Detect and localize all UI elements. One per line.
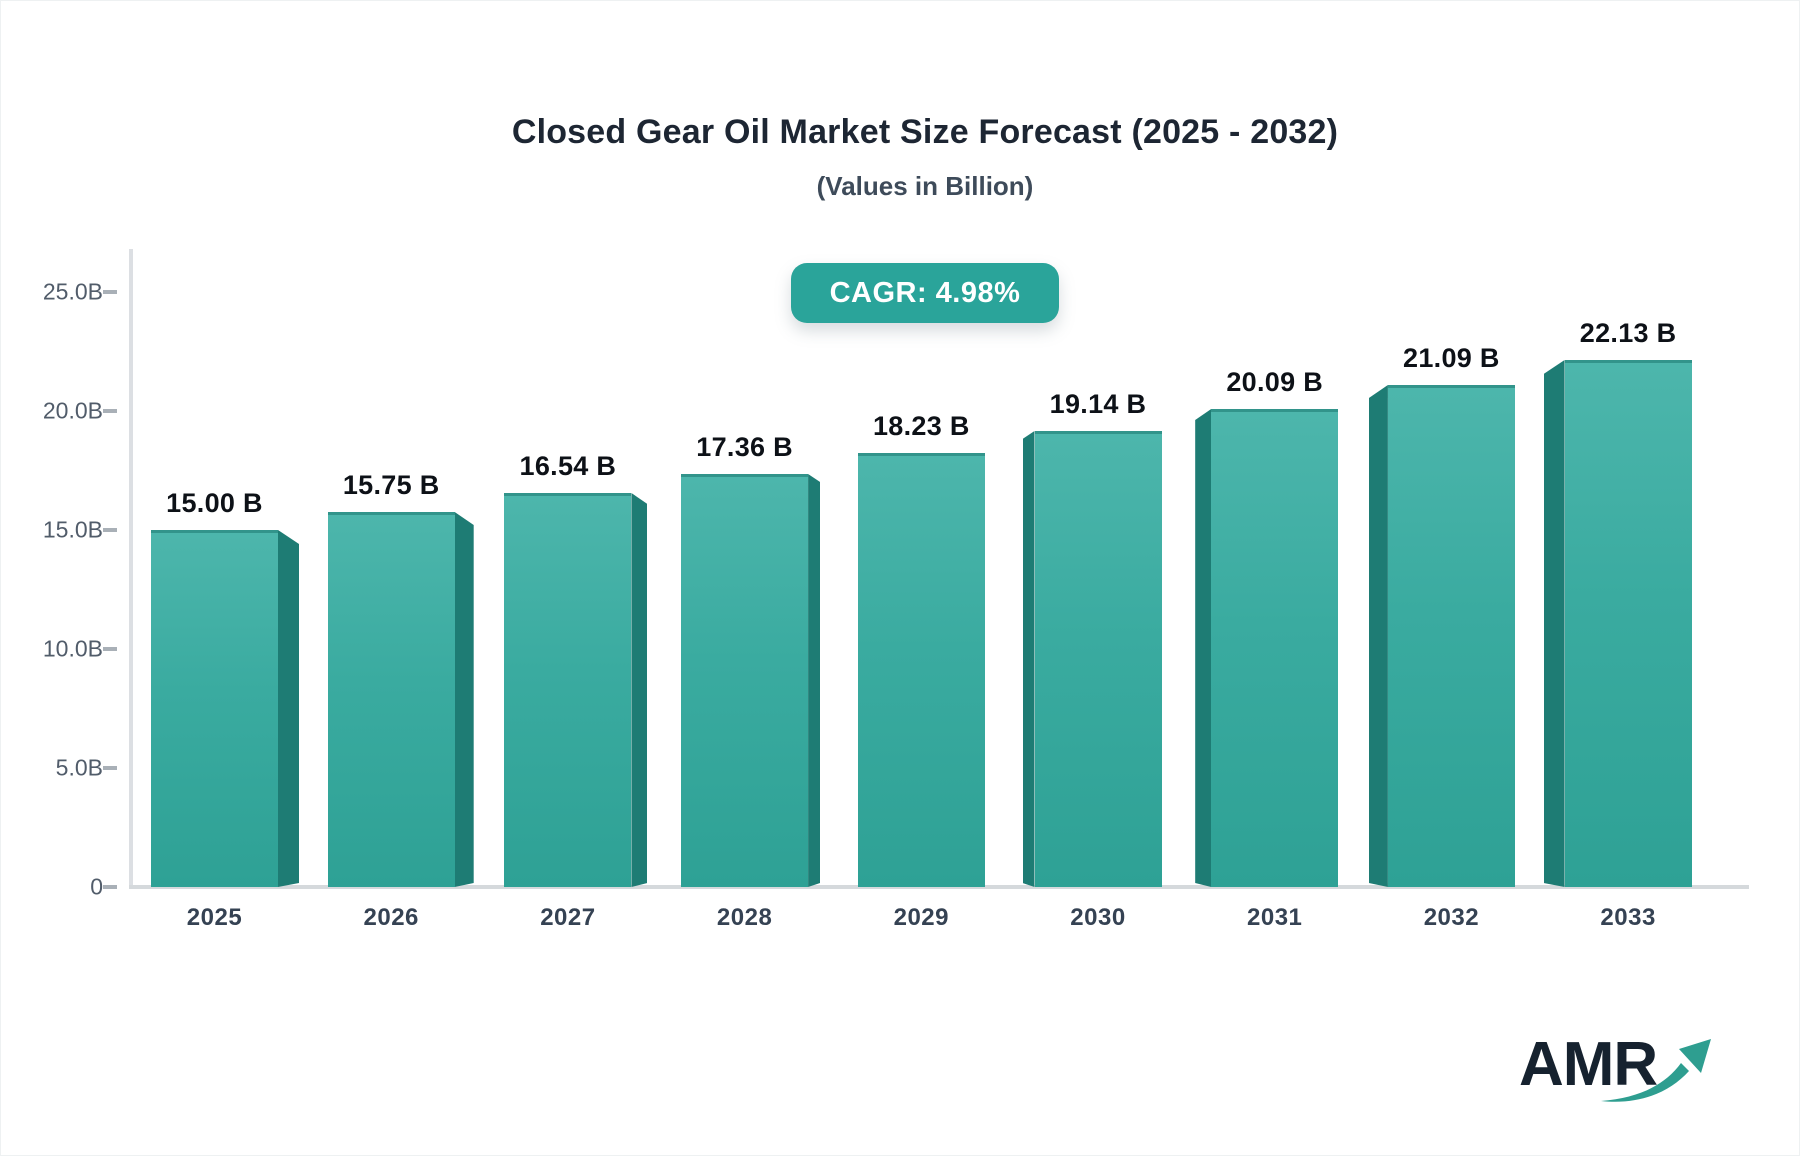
bar-top-edge: [151, 530, 278, 533]
y-axis-tick-label: 0: [90, 873, 103, 900]
amr-logo-arrow-icon: [1601, 1039, 1711, 1102]
bar-value-label: 21.09 B: [1403, 343, 1500, 373]
y-axis-tick-mark: [103, 885, 117, 889]
bar-top-edge: [857, 453, 985, 456]
x-axis-tick-label: 2032: [1423, 904, 1480, 931]
bar-top-edge: [1387, 385, 1515, 388]
bar-2029: [857, 453, 985, 887]
bar-top-edge: [1034, 431, 1162, 434]
bar-2030: [1034, 431, 1162, 887]
x-axis-tick-label: 2025: [186, 904, 243, 931]
x-axis-tick-label: 2026: [363, 904, 419, 931]
bar-side-panel: [1369, 385, 1388, 887]
bar-side-panel: [1195, 409, 1211, 887]
bar-side-panel: [631, 493, 647, 887]
bar-value-label: 17.36 B: [696, 432, 793, 462]
chart-subtitle: (Values in Billion): [816, 171, 1034, 201]
bar-top-edge: [681, 474, 809, 477]
bar-value-label: 16.54 B: [519, 451, 617, 481]
y-axis-tick-mark: [103, 528, 117, 532]
bar-top-edge: [504, 493, 632, 496]
bar-side-panel: [278, 530, 299, 887]
bar-value-label: 22.13 B: [1579, 318, 1677, 348]
y-axis-line: [129, 249, 133, 889]
bar-value-label: 15.75 B: [342, 470, 440, 500]
cagr-badge: CAGR: 4.98%: [791, 263, 1059, 323]
y-axis-tick-label: 10.0B: [42, 635, 103, 662]
x-axis-tick-label: 2031: [1246, 904, 1303, 931]
bar-top-edge: [1564, 360, 1692, 363]
y-axis-tick-mark: [103, 647, 117, 651]
x-axis-tick-label: 2029: [893, 904, 949, 931]
bar-2026: [327, 512, 455, 887]
y-axis-tick-label: 5.0B: [55, 754, 103, 781]
bar-value-label: 18.23 B: [872, 411, 970, 441]
bar-2032: [1387, 385, 1515, 887]
bar-2028: [681, 474, 809, 887]
bar-side-panel: [1544, 360, 1565, 887]
bar-side-panel: [455, 512, 474, 887]
chart-title: Closed Gear Oil Market Size Forecast (20…: [511, 113, 1339, 151]
x-axis-tick-label: 2028: [716, 904, 773, 931]
x-axis-tick-label: 2030: [1070, 904, 1126, 931]
y-axis-tick-mark: [103, 409, 117, 413]
x-axis-baseline: [129, 885, 1749, 889]
bar-2031: [1211, 409, 1339, 887]
amr-logo: AMR: [1519, 1029, 1719, 1119]
y-axis-tick-label: 15.0B: [42, 516, 103, 543]
bar-top-edge: [1211, 409, 1339, 412]
amr-logo-text: AMR: [1519, 1030, 1658, 1099]
bar-side-panel: [1023, 431, 1035, 887]
bar-value-label: 20.09 B: [1226, 367, 1324, 397]
bar-2027: [504, 493, 632, 887]
x-axis-tick-label: 2027: [540, 904, 596, 931]
bar-value-label: 19.14 B: [1049, 389, 1147, 419]
bar-value-label: 15.00 B: [166, 488, 263, 518]
bar-top-edge: [327, 512, 455, 515]
x-axis-tick-label: 2033: [1600, 904, 1656, 931]
y-axis-tick-label: 25.0B: [42, 278, 103, 305]
bar-side-panel: [808, 474, 820, 887]
bar-2025: [151, 530, 278, 887]
y-axis-tick-mark: [103, 290, 117, 294]
y-axis-tick-label: 20.0B: [42, 397, 103, 424]
bar-2033: [1564, 360, 1692, 887]
y-axis-tick-mark: [103, 766, 117, 770]
